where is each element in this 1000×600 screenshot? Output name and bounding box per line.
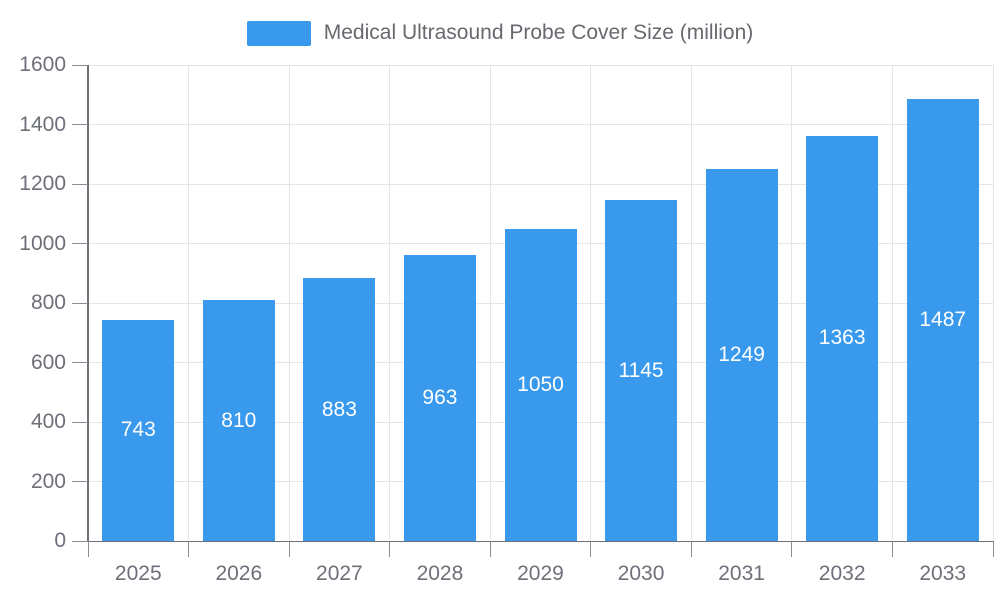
bar-value-label: 1363: [818, 326, 866, 350]
y-axis-tick: [72, 302, 88, 304]
x-axis-tick: [791, 541, 793, 557]
y-axis-line: [87, 65, 89, 542]
x-tick-label: 2027: [316, 562, 363, 585]
x-axis-tick: [188, 541, 190, 557]
bar-value-label: 1487: [919, 307, 967, 331]
y-tick-label: 400: [30, 410, 66, 433]
y-axis-tick: [72, 540, 88, 542]
x-tick-label: 2033: [919, 562, 967, 585]
bar-2028[interactable]: [403, 254, 476, 541]
bar-value-label: 810: [221, 408, 257, 432]
x-axis-tick: [389, 541, 391, 557]
y-tick-label: 0: [54, 529, 66, 552]
gridline-vertical: [389, 65, 391, 541]
y-tick-label: 800: [30, 291, 66, 314]
legend-swatch: [246, 20, 311, 46]
y-tick-label: 1600: [19, 53, 66, 76]
gridline-vertical: [690, 65, 692, 541]
x-tick-label: 2028: [416, 562, 464, 585]
bar-2032[interactable]: [806, 135, 879, 541]
y-axis-tick: [72, 421, 88, 423]
x-tick-label: 2029: [517, 562, 564, 585]
gridline-vertical: [489, 65, 491, 541]
y-tick-label: 1400: [19, 112, 66, 136]
x-axis-tick: [288, 541, 290, 557]
x-tick-label: 2032: [818, 562, 866, 585]
bar-value-label: 1145: [618, 358, 664, 382]
gridline-horizontal: [88, 183, 993, 185]
y-axis-tick: [72, 362, 88, 363]
bar-2031[interactable]: [705, 169, 778, 541]
y-axis-tick: [72, 183, 88, 185]
x-axis-tick: [690, 541, 692, 557]
bar-value-label: 883: [321, 397, 357, 421]
x-tick-label: 2031: [718, 562, 765, 585]
bar-value-label: 1249: [718, 343, 765, 367]
bar-value-label: 963: [422, 385, 458, 409]
gridline-vertical: [992, 65, 994, 541]
bar-value-label: 743: [120, 418, 156, 442]
bar-2033[interactable]: [906, 98, 979, 541]
x-axis-tick: [590, 541, 592, 557]
legend-label: Medical Ultrasound Probe Cover Size (mil…: [323, 21, 754, 44]
gridline-horizontal: [88, 64, 993, 66]
x-axis-line: [87, 540, 993, 542]
bar-2026[interactable]: [202, 300, 275, 541]
legend-item[interactable]: Medical Ultrasound Probe Cover Size (mil…: [0, 18, 1000, 48]
y-tick-label: 600: [30, 350, 66, 374]
y-tick-label: 1200: [19, 172, 66, 195]
gridline-horizontal: [88, 124, 993, 125]
y-axis-tick: [72, 64, 88, 66]
x-axis-tick: [891, 541, 893, 557]
y-axis-tick: [72, 124, 88, 125]
gridline-vertical: [288, 65, 290, 541]
bar-2025[interactable]: [102, 319, 175, 541]
bar-2027[interactable]: [303, 278, 376, 541]
y-tick-label: 200: [30, 469, 66, 493]
y-axis-tick: [72, 243, 88, 244]
x-tick-label: 2025: [114, 562, 162, 585]
bar-2030[interactable]: [605, 200, 678, 541]
y-axis-tick: [72, 481, 88, 482]
x-axis-tick: [489, 541, 491, 557]
bar-value-label: 1050: [517, 372, 564, 396]
x-tick-label: 2030: [617, 562, 665, 585]
bar-2029[interactable]: [504, 228, 577, 541]
x-axis-tick: [992, 541, 994, 557]
y-tick-label: 1000: [19, 231, 66, 255]
x-tick-label: 2026: [215, 562, 263, 585]
gridline-vertical: [791, 65, 793, 541]
gridline-vertical: [590, 65, 592, 541]
x-axis-tick: [87, 541, 89, 557]
gridline-vertical: [188, 65, 190, 541]
gridline-vertical: [891, 65, 893, 541]
